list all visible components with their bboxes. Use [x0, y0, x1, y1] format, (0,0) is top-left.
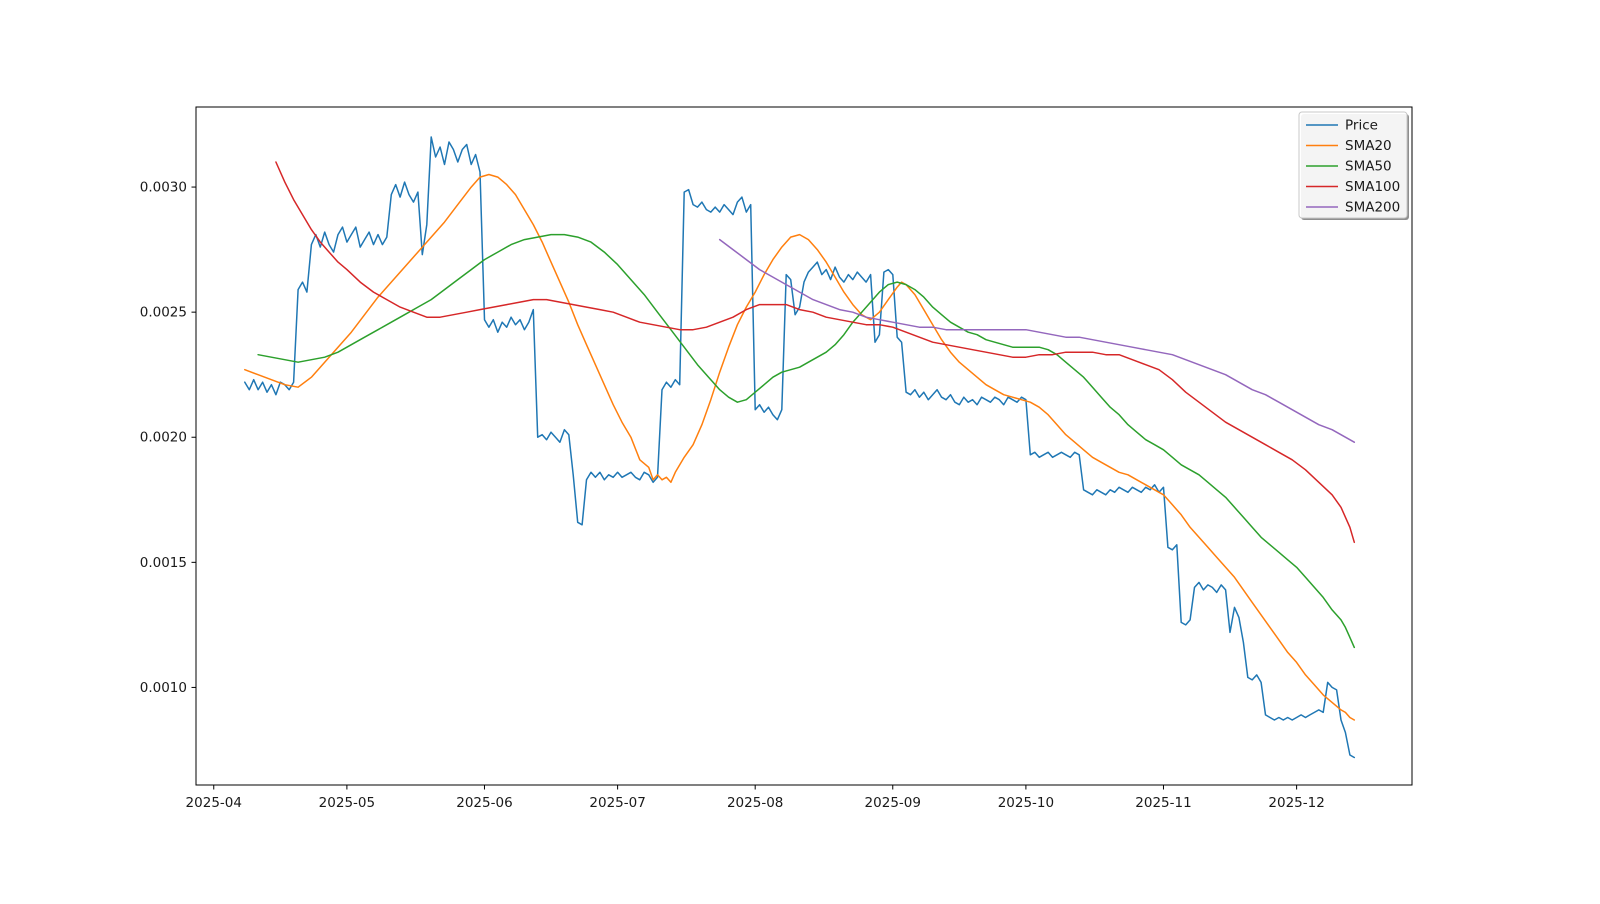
y-tick-label: 0.0025 [140, 305, 187, 321]
x-tick-label: 2025-08 [727, 795, 783, 811]
series-sma20-line [244, 173, 1356, 721]
y-tick-label: 0.0030 [140, 180, 187, 196]
x-tick-label: 2025-09 [865, 795, 921, 811]
legend-item-sma100: SMA100 [1306, 179, 1400, 195]
legend-label: SMA100 [1345, 179, 1400, 195]
series-sma200-line [718, 238, 1356, 443]
x-tick-label: 2025-11 [1135, 795, 1191, 811]
series-sma50-line [257, 233, 1356, 649]
x-tick-label: 2025-06 [456, 795, 512, 811]
x-tick-label: 2025-10 [998, 795, 1054, 811]
x-tick-label: 2025-05 [319, 795, 375, 811]
plot-border [195, 106, 1413, 786]
legend-label: Price [1345, 118, 1378, 134]
y-tick-label: 0.0015 [140, 555, 187, 571]
legend-label: SMA20 [1345, 138, 1392, 154]
legend-item-sma200: SMA200 [1306, 200, 1400, 216]
legend-box [1298, 111, 1408, 219]
legend-item-sma20: SMA20 [1306, 138, 1392, 154]
series-price-line [244, 136, 1356, 759]
x-tick-label: 2025-04 [186, 795, 242, 811]
legend-item-price: Price [1306, 118, 1378, 134]
x-tick-label: 2025-12 [1268, 795, 1324, 811]
legend-item-sma50: SMA50 [1306, 159, 1392, 175]
legend-label: SMA50 [1345, 159, 1392, 175]
legend-label: SMA200 [1345, 200, 1400, 216]
series-sma100-line [275, 161, 1356, 544]
y-tick-label: 0.0010 [140, 680, 187, 696]
x-tick-label: 2025-07 [589, 795, 645, 811]
legend: Price SMA20 SMA50 SMA100 SMA200 [1298, 111, 1409, 220]
y-tick-label: 0.0020 [140, 430, 187, 446]
